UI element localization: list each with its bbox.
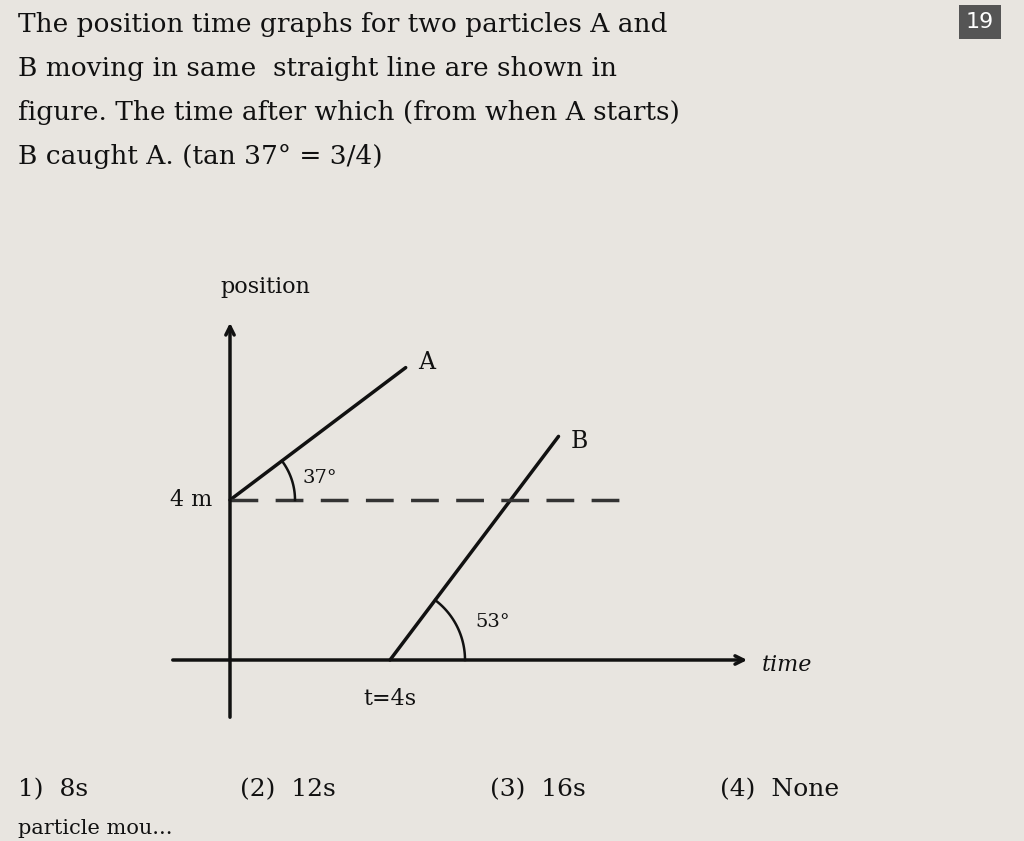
Text: t=4s: t=4s (364, 688, 417, 710)
Text: 19: 19 (966, 12, 994, 32)
Text: The position time graphs for two particles A and: The position time graphs for two particl… (18, 12, 668, 37)
Text: 1)  8s: 1) 8s (18, 779, 88, 801)
Text: (2)  12s: (2) 12s (240, 779, 336, 801)
Text: figure. The time after which (from when A starts): figure. The time after which (from when … (18, 100, 680, 125)
Text: (3)  16s: (3) 16s (490, 779, 586, 801)
Text: 37°: 37° (303, 469, 338, 487)
Text: 4 m: 4 m (170, 489, 212, 511)
Text: 53°: 53° (475, 613, 510, 631)
Text: A: A (418, 351, 435, 374)
Text: B moving in same  straight line are shown in: B moving in same straight line are shown… (18, 56, 617, 81)
Text: position: position (220, 276, 310, 298)
Text: B caught A. (tan 37° = 3/4): B caught A. (tan 37° = 3/4) (18, 144, 383, 169)
Text: particle mou...: particle mou... (18, 818, 172, 838)
Text: (4)  None: (4) None (720, 779, 839, 801)
Text: time: time (762, 654, 812, 676)
Text: B: B (570, 430, 588, 453)
